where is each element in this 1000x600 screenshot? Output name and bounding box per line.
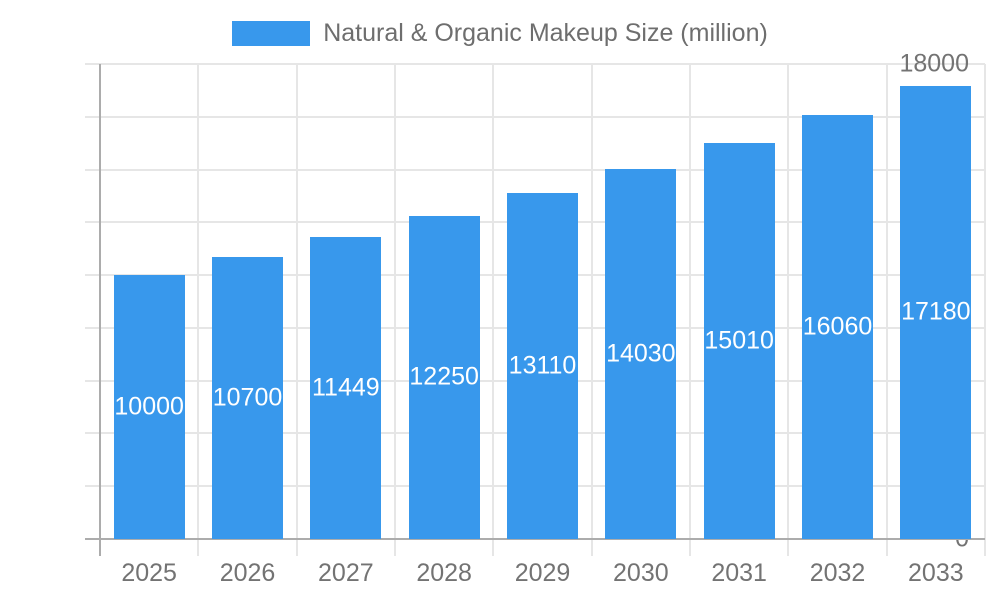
x-axis-tick [984, 539, 986, 556]
x-axis-tick [787, 539, 790, 556]
y-axis-tick-label: 18000 [899, 49, 969, 78]
x-axis-tick [492, 539, 495, 556]
gridline-vertical [984, 64, 986, 539]
x-axis-tick [590, 539, 593, 556]
y-axis-tick [85, 115, 100, 118]
y-axis-tick [85, 221, 100, 224]
bar-2031[interactable] [703, 142, 775, 539]
y-axis-line [99, 64, 101, 556]
bar-2033[interactable] [900, 85, 972, 539]
bar-2028[interactable] [408, 215, 480, 539]
bar-2025[interactable] [113, 275, 185, 539]
x-axis-tick-label: 2028 [416, 559, 472, 587]
y-axis-tick [85, 274, 100, 277]
y-axis-tick [85, 168, 100, 171]
x-axis-tick-label: 2031 [711, 559, 767, 587]
x-axis-tick-label: 2029 [514, 559, 571, 587]
plot-area: 0200040006000800010000120001400016000180… [85, 50, 986, 587]
chart-legend-item[interactable]: Natural & Organic Makeup Size (million) [0, 16, 1000, 50]
y-axis-tick [85, 63, 100, 65]
x-axis-tick [197, 539, 200, 556]
bar-2027[interactable] [310, 236, 382, 539]
gridline-vertical [197, 64, 200, 539]
x-axis-tick-label: 2032 [809, 559, 866, 587]
bar-2032[interactable] [802, 115, 873, 539]
x-axis-tick [99, 539, 101, 556]
x-axis-tick-label: 2033 [908, 559, 964, 587]
gridline-vertical [492, 64, 495, 539]
legend-label: Natural & Organic Makeup Size (million) [323, 18, 768, 47]
y-axis-tick [85, 538, 100, 540]
y-axis-tick [85, 485, 100, 488]
gridline-horizontal [100, 63, 985, 65]
x-axis-tick-label: 2026 [219, 559, 276, 587]
y-axis-tick [85, 326, 100, 329]
bar-2029[interactable] [507, 193, 578, 539]
x-axis-tick [394, 539, 396, 556]
gridline-vertical [394, 64, 396, 539]
gridline-vertical [295, 64, 298, 539]
gridline-vertical [787, 64, 790, 539]
x-axis-tick [885, 539, 888, 556]
bar-2026[interactable] [212, 256, 283, 539]
gridline-vertical [885, 64, 888, 539]
bar-2030[interactable] [605, 168, 677, 539]
gridline-vertical [590, 64, 593, 539]
legend-swatch [232, 20, 311, 46]
x-axis-tick-label: 2025 [121, 559, 177, 587]
x-axis-tick-label: 2027 [318, 559, 374, 587]
y-axis-tick [85, 432, 100, 435]
x-axis-tick [295, 539, 298, 556]
y-axis-tick [85, 379, 100, 382]
x-axis-tick-label: 2030 [613, 559, 669, 587]
gridline-vertical [689, 64, 691, 539]
x-axis-tick [689, 539, 691, 556]
